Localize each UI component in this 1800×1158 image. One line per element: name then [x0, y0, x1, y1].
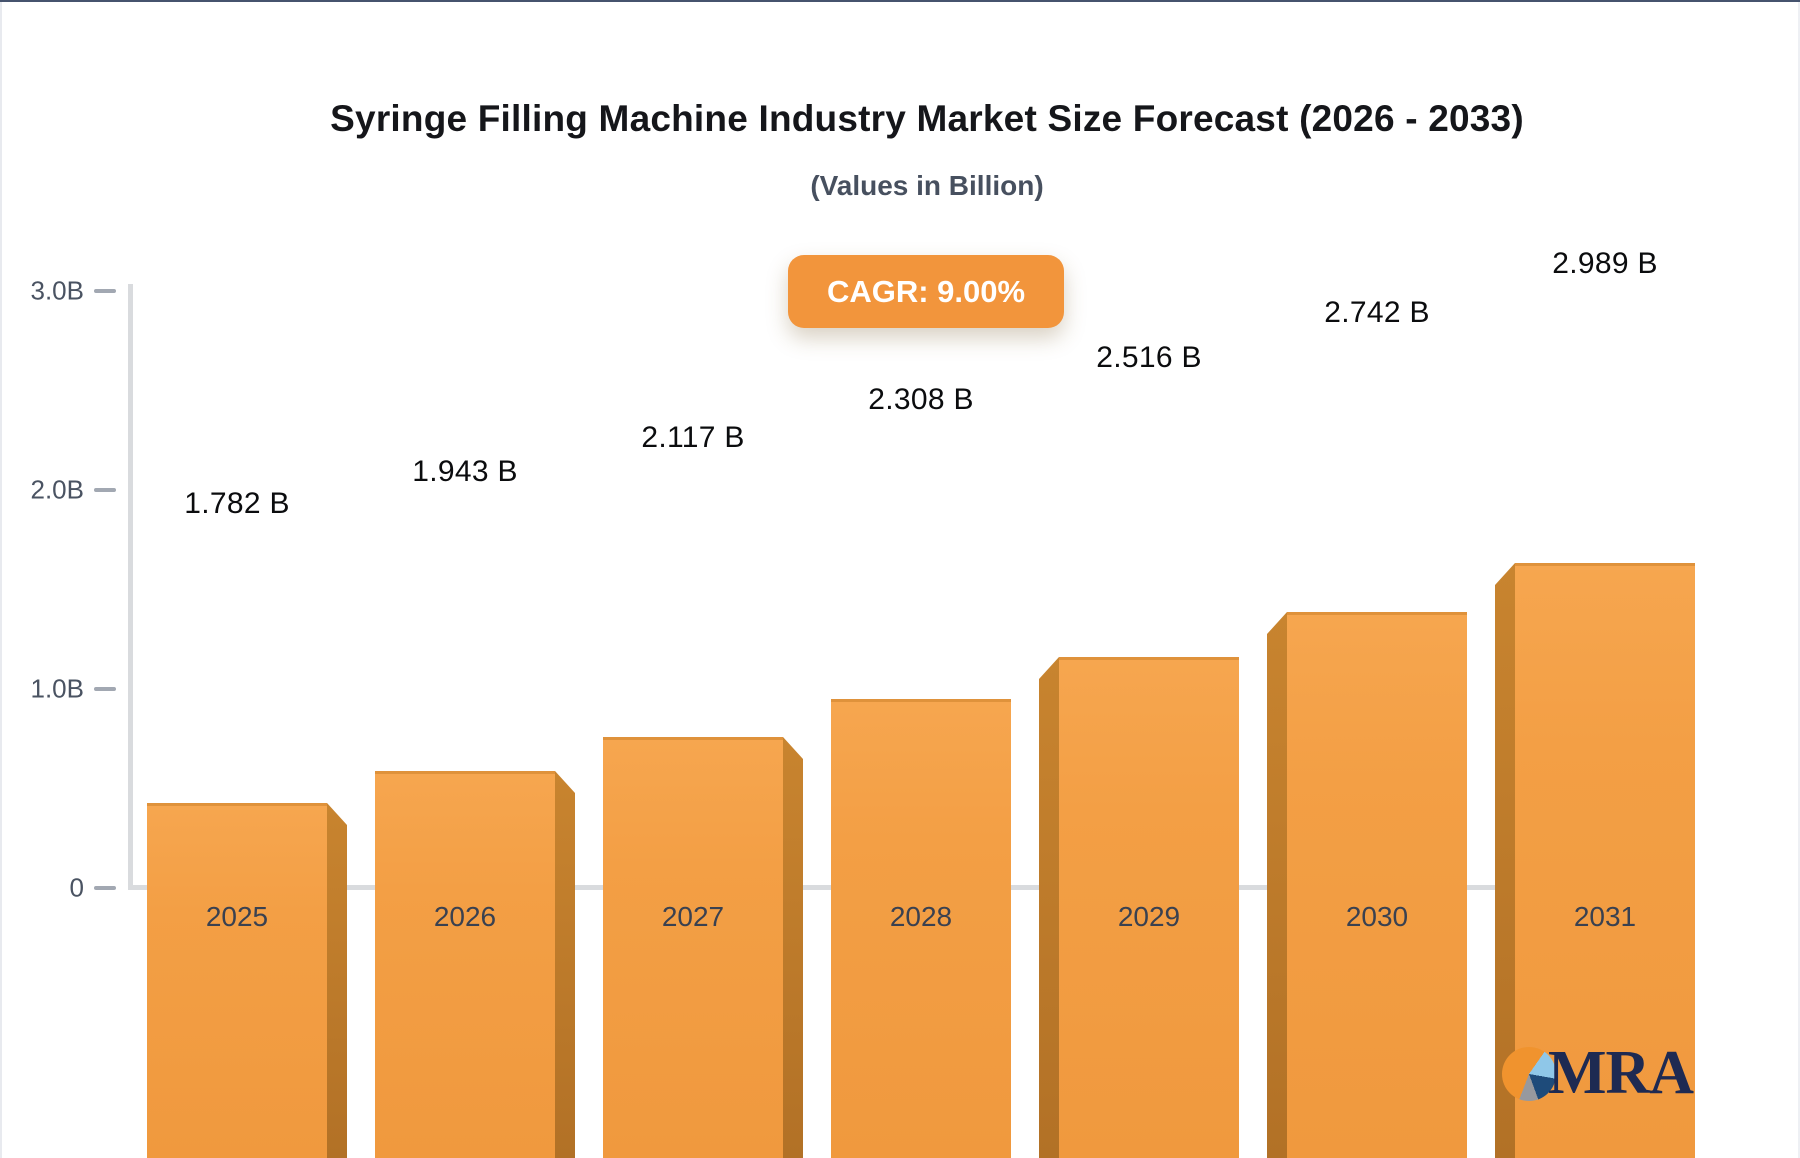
bar-3d-side-2029	[1039, 657, 1059, 1158]
bar-2030[interactable]	[1287, 612, 1467, 1158]
logo-text: MRA	[1548, 1039, 1694, 1107]
y-tick-label-1.0B: 1.0B	[30, 673, 85, 704]
mra-logo: MRA	[1502, 1038, 1694, 1109]
x-axis-label-2031: 2031	[1573, 901, 1637, 932]
tick-dash-0	[94, 886, 116, 890]
bar-3d-side-2031	[1495, 563, 1515, 1158]
bar-3d-side-2025	[327, 803, 347, 1158]
chart-title: Syringe Filling Machine Industry Market …	[330, 98, 1524, 139]
bar-2026[interactable]	[375, 771, 555, 1158]
y-tick-label-3.0B: 3.0B	[30, 275, 85, 306]
chart-subtitle: (Values in Billion)	[810, 170, 1044, 201]
cagr-badge: CAGR: 9.00%	[788, 255, 1064, 328]
bar-value-label-2026: 1.943 B	[412, 455, 518, 488]
y-tick-label-0: 0	[69, 872, 84, 903]
x-axis-label-2027: 2027	[661, 901, 725, 932]
tick-dash-2.0B	[94, 488, 116, 492]
y-tick-label-2.0B: 2.0B	[30, 474, 85, 505]
bar-value-label-2031: 2.989 B	[1552, 247, 1658, 280]
tick-dash-3.0B	[94, 289, 116, 293]
x-axis-label-2025: 2025	[205, 901, 269, 932]
bar-value-label-2029: 2.516 B	[1096, 341, 1202, 374]
x-axis-label-2029: 2029	[1117, 901, 1181, 932]
bar-3d-side-2026	[555, 771, 575, 1158]
bar-value-label-2030: 2.742 B	[1324, 296, 1430, 329]
bar-2025[interactable]	[147, 803, 327, 1158]
bar-2029[interactable]	[1059, 657, 1239, 1158]
bar-value-label-2027: 2.117 B	[641, 421, 745, 454]
bar-value-label-2025: 1.782 B	[184, 487, 290, 520]
x-axis-label-2028: 2028	[889, 901, 953, 932]
tick-dash-1.0B	[94, 687, 116, 691]
bar-2028[interactable]	[831, 699, 1011, 1158]
y-axis-line	[128, 284, 133, 890]
bar-3d-side-2027	[783, 737, 803, 1158]
bar-value-label-2028: 2.308 B	[868, 383, 974, 416]
bar-2027[interactable]	[603, 737, 783, 1158]
x-axis-label-2026: 2026	[433, 901, 497, 932]
pie-chart-logo-icon	[1502, 1046, 1556, 1101]
bar-3d-side-2030	[1267, 612, 1287, 1158]
x-axis-label-2030: 2030	[1345, 901, 1409, 932]
